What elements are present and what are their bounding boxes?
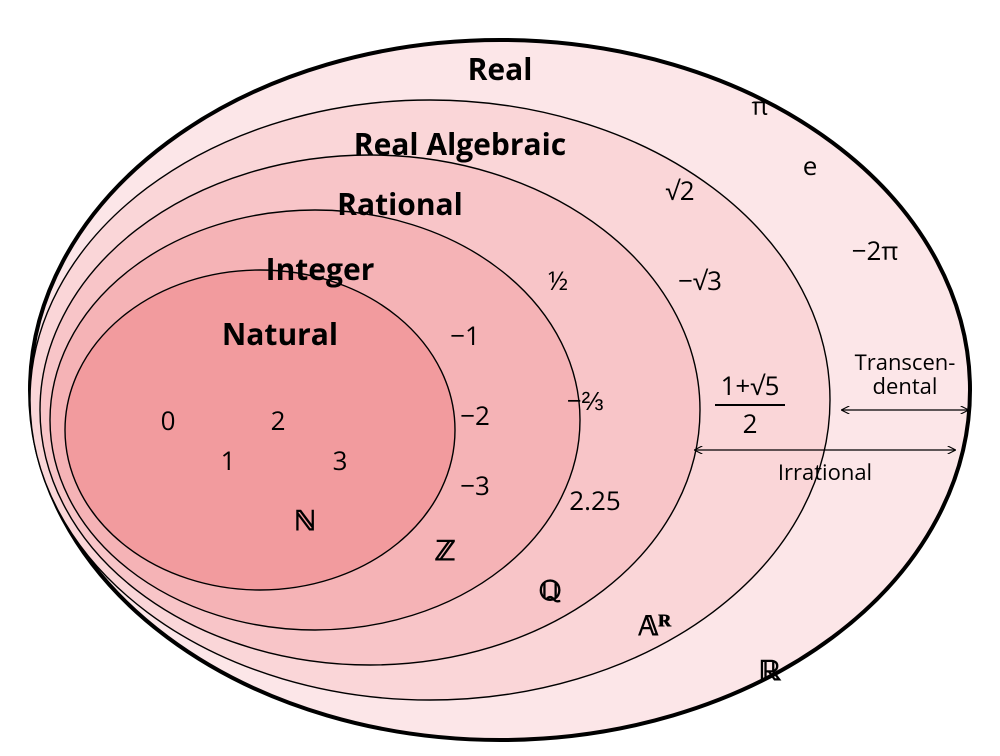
example-rational: −⅔ <box>567 382 604 418</box>
set-symbol-natural: ℕ <box>295 508 316 538</box>
annotation-label-irrational: Irrational <box>778 457 872 487</box>
example-algebraic-fraction-num: 1+√5 <box>721 367 780 403</box>
set-label-algebraic: Real Algebraic <box>354 123 566 164</box>
example-natural: 3 <box>333 442 348 478</box>
set-symbol-real: ℝ <box>759 658 782 688</box>
example-real: −2π <box>852 232 899 268</box>
example-algebraic: √2 <box>665 172 694 208</box>
example-rational: 2.25 <box>569 482 620 518</box>
example-integer: −1 <box>450 317 480 353</box>
annotation-label-transcendental-line2: dental <box>873 371 938 401</box>
example-real: e <box>803 147 818 183</box>
set-label-real: Real <box>468 48 533 89</box>
set-label-rational: Rational <box>337 183 463 224</box>
number-sets-venn-diagram: Real Real Algebraic Rational Integer Natural… <box>0 0 1000 756</box>
example-rational: ½ <box>548 262 568 298</box>
example-natural: 2 <box>271 402 286 438</box>
example-algebraic-fraction-den: 2 <box>743 405 758 441</box>
example-integer: −3 <box>460 467 490 503</box>
set-symbol-rational: ℚ <box>539 578 562 608</box>
set-label-integer: Integer <box>266 248 375 289</box>
example-algebraic: −√3 <box>678 262 722 298</box>
example-real: π <box>752 87 769 123</box>
example-integer: −2 <box>460 397 490 433</box>
example-natural: 1 <box>221 442 236 478</box>
set-symbol-integer: ℤ <box>435 538 455 568</box>
example-natural: 0 <box>161 402 176 438</box>
set-symbol-algebraic: 𝔸ᴿ <box>638 613 672 643</box>
set-label-natural: Natural <box>222 313 338 354</box>
